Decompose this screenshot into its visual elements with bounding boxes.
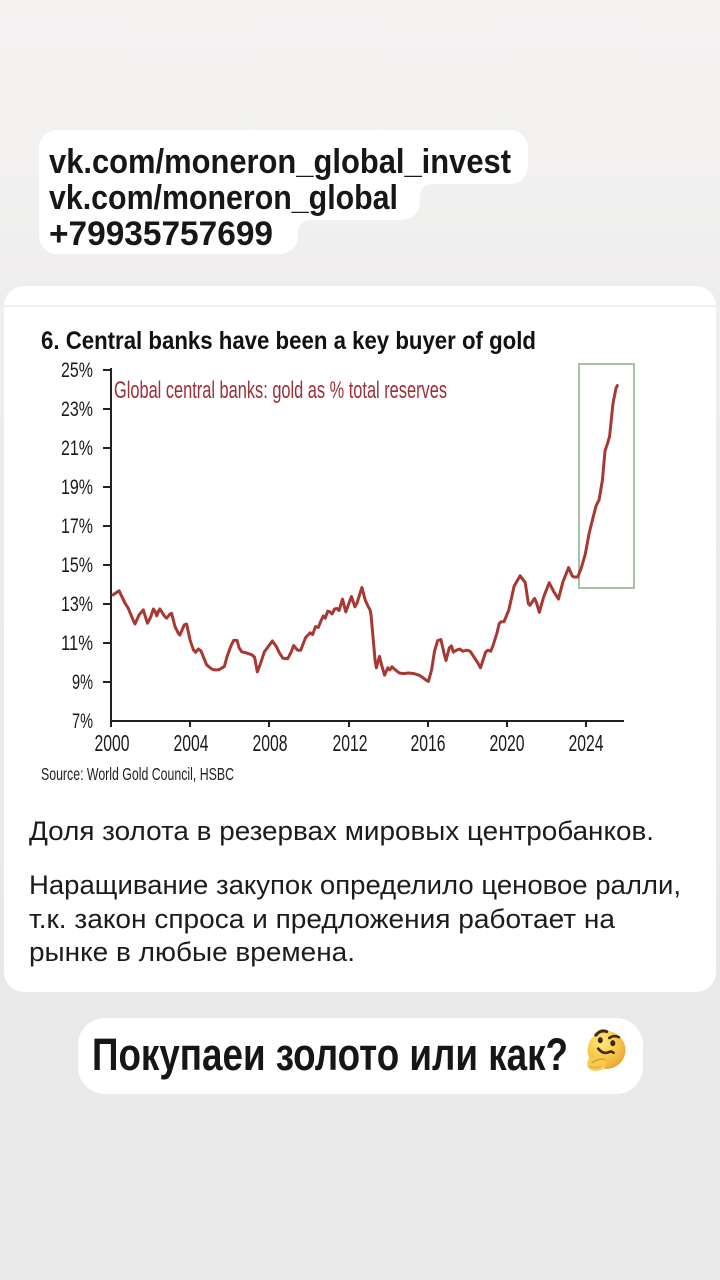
svg-text:Покупаеи золото или как?: Покупаеи золото или как?: [92, 1029, 568, 1080]
svg-text:vk.com/moneron_global_invest: vk.com/moneron_global_invest: [49, 143, 511, 181]
svg-text:Доля золота в резервах мировых: Доля золота в резервах мировых центробан…: [29, 816, 654, 846]
svg-text:6. Central banks have been a k: 6. Central banks have been a key buyer o…: [41, 327, 536, 355]
svg-text:Наращивание закупок определило: Наращивание закупок определило ценовое р…: [29, 870, 681, 900]
svg-text:т.к. закон спроса и предложени: т.к. закон спроса и предложения работает…: [29, 904, 616, 934]
svg-text:7%: 7%: [72, 709, 93, 733]
svg-text:2004: 2004: [174, 730, 209, 756]
svg-text:2020: 2020: [490, 730, 525, 756]
svg-text:2000: 2000: [95, 730, 130, 756]
svg-text:2024: 2024: [569, 730, 604, 756]
svg-text:рынке в любые времена.: рынке в любые времена.: [29, 937, 355, 967]
svg-text:19%: 19%: [61, 475, 93, 499]
svg-text:2012: 2012: [333, 730, 368, 756]
svg-text:2008: 2008: [253, 730, 288, 756]
svg-text:25%: 25%: [61, 358, 93, 382]
svg-text:9%: 9%: [72, 670, 93, 694]
svg-text:+79935757699: +79935757699: [49, 215, 273, 253]
svg-text:vk.com/moneron_global: vk.com/moneron_global: [49, 179, 398, 217]
svg-text:2016: 2016: [411, 730, 446, 756]
svg-text:23%: 23%: [61, 397, 93, 421]
svg-text:Source: World Gold Council, HS: Source: World Gold Council, HSBC: [41, 764, 234, 784]
svg-text:17%: 17%: [61, 514, 93, 538]
svg-text:21%: 21%: [61, 436, 93, 460]
svg-text:13%: 13%: [61, 592, 93, 616]
svg-text:15%: 15%: [61, 553, 93, 577]
svg-text:11%: 11%: [61, 631, 93, 655]
svg-text:Global central banks: gold as: Global central banks: gold as % total re…: [114, 377, 447, 404]
